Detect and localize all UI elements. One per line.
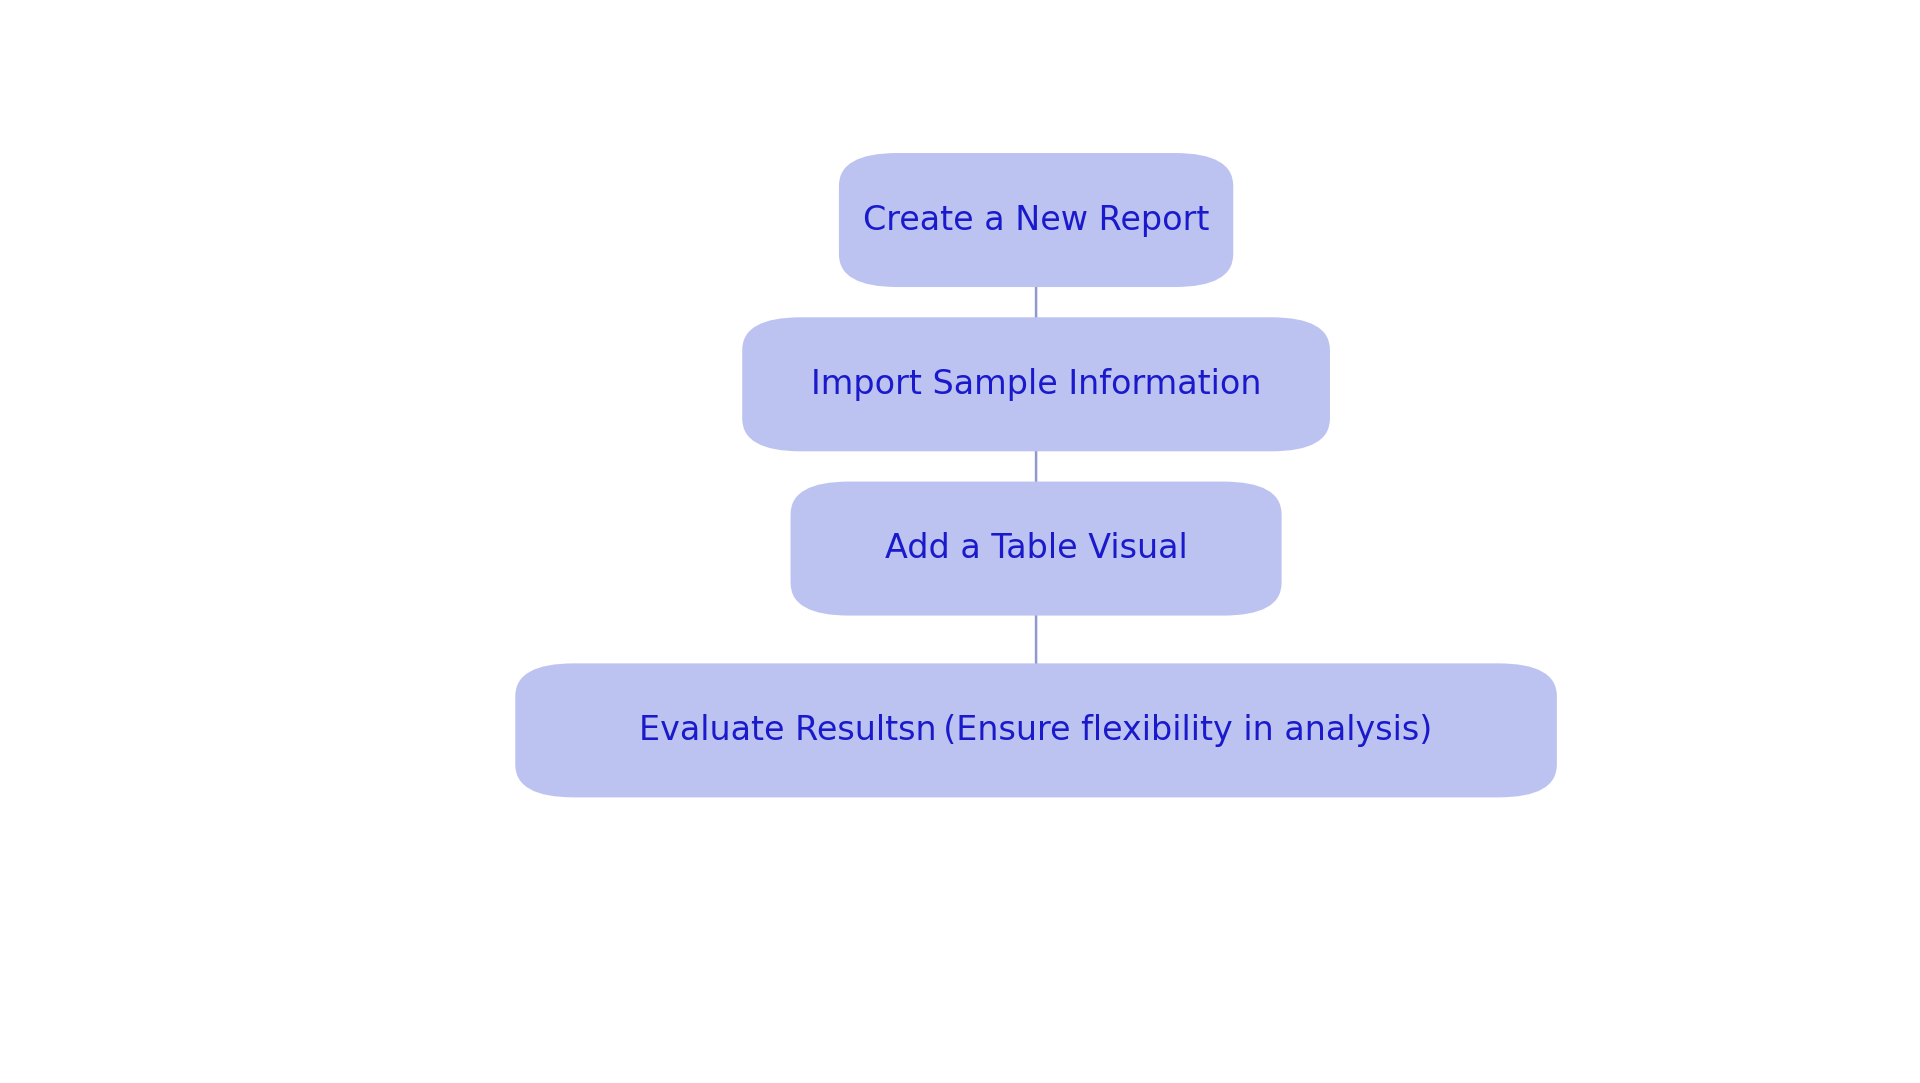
Text: Import Sample Information: Import Sample Information [810,368,1261,401]
FancyBboxPatch shape [515,664,1557,797]
FancyBboxPatch shape [743,317,1331,452]
Text: Add a Table Visual: Add a Table Visual [885,532,1187,565]
FancyBboxPatch shape [791,482,1283,615]
Text: Evaluate Resultsn (Ensure flexibility in analysis): Evaluate Resultsn (Ensure flexibility in… [639,714,1432,747]
Text: Create a New Report: Create a New Report [862,204,1210,236]
FancyBboxPatch shape [839,153,1233,287]
